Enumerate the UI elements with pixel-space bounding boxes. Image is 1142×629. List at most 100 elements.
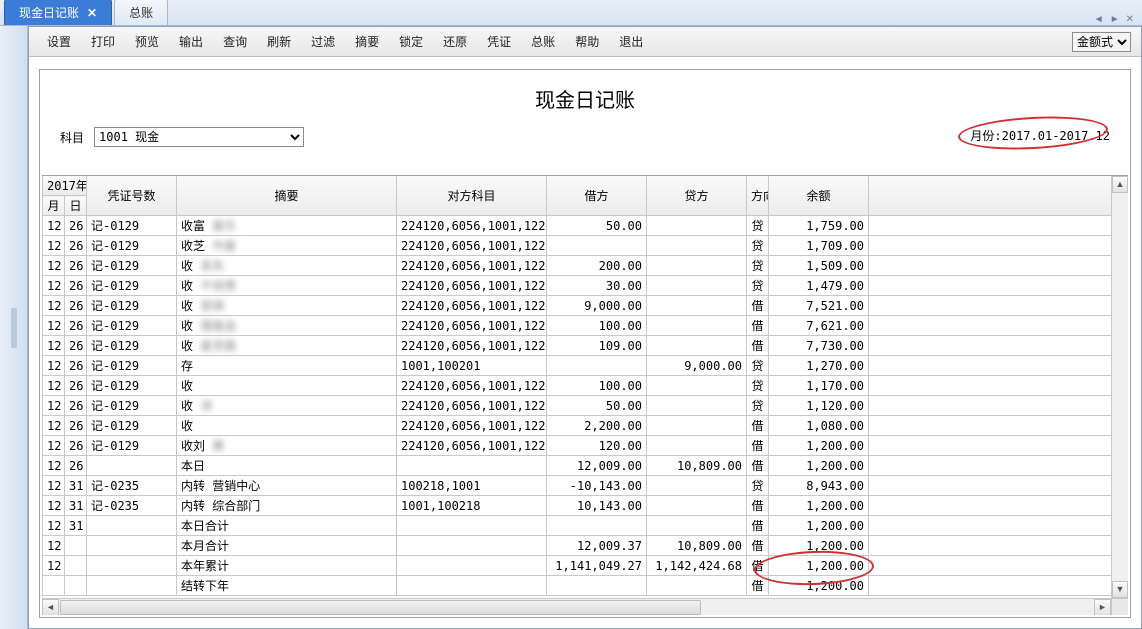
- cell: [869, 536, 1128, 556]
- scroll-down-icon[interactable]: ▼: [1112, 581, 1128, 598]
- cell: 10,809.00: [647, 536, 747, 556]
- tab-prev-icon[interactable]: ◄: [1094, 14, 1104, 25]
- toolbar-btn-8[interactable]: 锁定: [391, 30, 431, 53]
- table-row[interactable]: 1226记-0129收刘 赛224120,6056,1001,12210120.…: [43, 436, 1128, 456]
- table-row[interactable]: 1226记-0129收 干续费224120,6056,1001,1221030.…: [43, 276, 1128, 296]
- table-row[interactable]: 1226记-0129收 消224120,6056,1001,1221050.00…: [43, 396, 1128, 416]
- toolbar-btn-11[interactable]: 总账: [523, 30, 563, 53]
- scroll-left-icon[interactable]: ◄: [42, 599, 59, 615]
- table-row[interactable]: 1226本日12,009.0010,809.00借1,200.00: [43, 456, 1128, 476]
- cell: 贷: [747, 396, 769, 416]
- toolbar-btn-13[interactable]: 退出: [611, 30, 651, 53]
- table-row[interactable]: 12本月合计12,009.3710,809.00借1,200.00: [43, 536, 1128, 556]
- cell: [869, 416, 1128, 436]
- toolbar-btn-10[interactable]: 凭证: [479, 30, 519, 53]
- toolbar-btn-9[interactable]: 还原: [435, 30, 475, 53]
- cell: 本日合计: [177, 516, 397, 536]
- table-row[interactable]: 1226记-0129收芝 作废224120,6056,1001,12210贷1,…: [43, 236, 1128, 256]
- col-summary[interactable]: 摘要: [177, 176, 397, 216]
- cell: 9,000.00: [547, 296, 647, 316]
- col-credit[interactable]: 贷方: [647, 176, 747, 216]
- cell: [87, 576, 177, 596]
- close-icon[interactable]: ✕: [87, 6, 97, 20]
- cell: 收 消: [177, 396, 397, 416]
- cell: 贷: [747, 256, 769, 276]
- toolbar-btn-5[interactable]: 刷新: [259, 30, 299, 53]
- cell: 12: [43, 396, 65, 416]
- cell: 12: [43, 456, 65, 476]
- cell: 记-0129: [87, 296, 177, 316]
- cell: 结转下年: [177, 576, 397, 596]
- cell: 12,009.37: [547, 536, 647, 556]
- toolbar-btn-3[interactable]: 输出: [171, 30, 211, 53]
- table-row[interactable]: 1226记-0129收 丢失224120,6056,1001,12210200.…: [43, 256, 1128, 276]
- cell: 收 营销: [177, 296, 397, 316]
- cell: 224120,6056,1001,12210: [397, 376, 547, 396]
- format-select[interactable]: 金额式: [1072, 32, 1131, 52]
- table-row[interactable]: 1226记-0129存1001,1002019,000.00贷1,270.00: [43, 356, 1128, 376]
- toolbar-btn-2[interactable]: 预览: [127, 30, 167, 53]
- cell: 2,200.00: [547, 416, 647, 436]
- tab-0[interactable]: 现金日记账✕: [4, 0, 112, 25]
- col-balance[interactable]: 余额: [769, 176, 869, 216]
- col-direction[interactable]: 方向: [747, 176, 769, 216]
- col-account[interactable]: 对方科目: [397, 176, 547, 216]
- scroll-corner: [1111, 598, 1128, 615]
- toolbar-btn-12[interactable]: 帮助: [567, 30, 607, 53]
- cell: 本日: [177, 456, 397, 476]
- cell: 1,709.00: [769, 236, 869, 256]
- table-row[interactable]: 1226记-0129收 废货路224120,6056,1001,12210109…: [43, 336, 1128, 356]
- cell: [869, 236, 1128, 256]
- tab-close-icon[interactable]: ✕: [1126, 14, 1134, 25]
- table-row[interactable]: 1226记-0129收 营销224120,6056,1001,122109,00…: [43, 296, 1128, 316]
- cell: [869, 496, 1128, 516]
- cell: 本月合计: [177, 536, 397, 556]
- cell: [547, 516, 647, 536]
- scroll-up-icon[interactable]: ▲: [1112, 176, 1128, 193]
- table-row[interactable]: 1226记-0129收富 废乐224120,6056,1001,1221050.…: [43, 216, 1128, 236]
- cell: [869, 376, 1128, 396]
- cell: 记-0129: [87, 316, 177, 336]
- subject-select[interactable]: 1001 现金: [94, 127, 304, 147]
- cell: 31: [65, 476, 87, 496]
- table-row[interactable]: 1231记-0235内转 综合部门1001,10021810,143.00借1,…: [43, 496, 1128, 516]
- table-row[interactable]: 1226记-0129收 理废品224120,6056,1001,12210100…: [43, 316, 1128, 336]
- table-row[interactable]: 1231记-0235内转 营销中心100218,1001-10,143.00贷8…: [43, 476, 1128, 496]
- col-year[interactable]: 2017年: [43, 176, 87, 196]
- cell: 收 干续费: [177, 276, 397, 296]
- cell: 1,200.00: [769, 516, 869, 536]
- cell: [869, 356, 1128, 376]
- col-debit[interactable]: 借方: [547, 176, 647, 216]
- cell: 30.00: [547, 276, 647, 296]
- col-day[interactable]: 日: [65, 196, 87, 216]
- col-voucher[interactable]: 凭证号数: [87, 176, 177, 216]
- tab-1[interactable]: 总账: [114, 0, 168, 25]
- toolbar-btn-7[interactable]: 摘要: [347, 30, 387, 53]
- cell: 50.00: [547, 396, 647, 416]
- table-row[interactable]: 1231本日合计借1,200.00: [43, 516, 1128, 536]
- cell: [397, 536, 547, 556]
- toolbar-btn-4[interactable]: 查询: [215, 30, 255, 53]
- toolbar-btn-6[interactable]: 过滤: [303, 30, 343, 53]
- vertical-scrollbar[interactable]: ▲ ▼: [1111, 176, 1128, 598]
- scroll-thumb[interactable]: [60, 600, 701, 615]
- tab-next-icon[interactable]: ►: [1110, 14, 1120, 25]
- horizontal-scrollbar[interactable]: ◄ ►: [42, 598, 1111, 615]
- dock-handle-icon[interactable]: [11, 308, 17, 348]
- cell: 8,943.00: [769, 476, 869, 496]
- cell: 收 废货路: [177, 336, 397, 356]
- cell: 借: [747, 456, 769, 476]
- col-month[interactable]: 月: [43, 196, 65, 216]
- cell: [87, 556, 177, 576]
- scroll-right-icon[interactable]: ►: [1094, 599, 1111, 615]
- table-row[interactable]: 1226记-0129收224120,6056,1001,12210100.00贷…: [43, 376, 1128, 396]
- toolbar-btn-0[interactable]: 设置: [39, 30, 79, 53]
- table-row[interactable]: 结转下年借1,200.00: [43, 576, 1128, 596]
- cell: [547, 236, 647, 256]
- cell: 12: [43, 496, 65, 516]
- toolbar-btn-1[interactable]: 打印: [83, 30, 123, 53]
- cell: [869, 556, 1128, 576]
- table-row[interactable]: 1226记-0129收224120,6056,1001,122102,200.0…: [43, 416, 1128, 436]
- table-row[interactable]: 12本年累计1,141,049.271,142,424.68借1,200.00: [43, 556, 1128, 576]
- cell: 200.00: [547, 256, 647, 276]
